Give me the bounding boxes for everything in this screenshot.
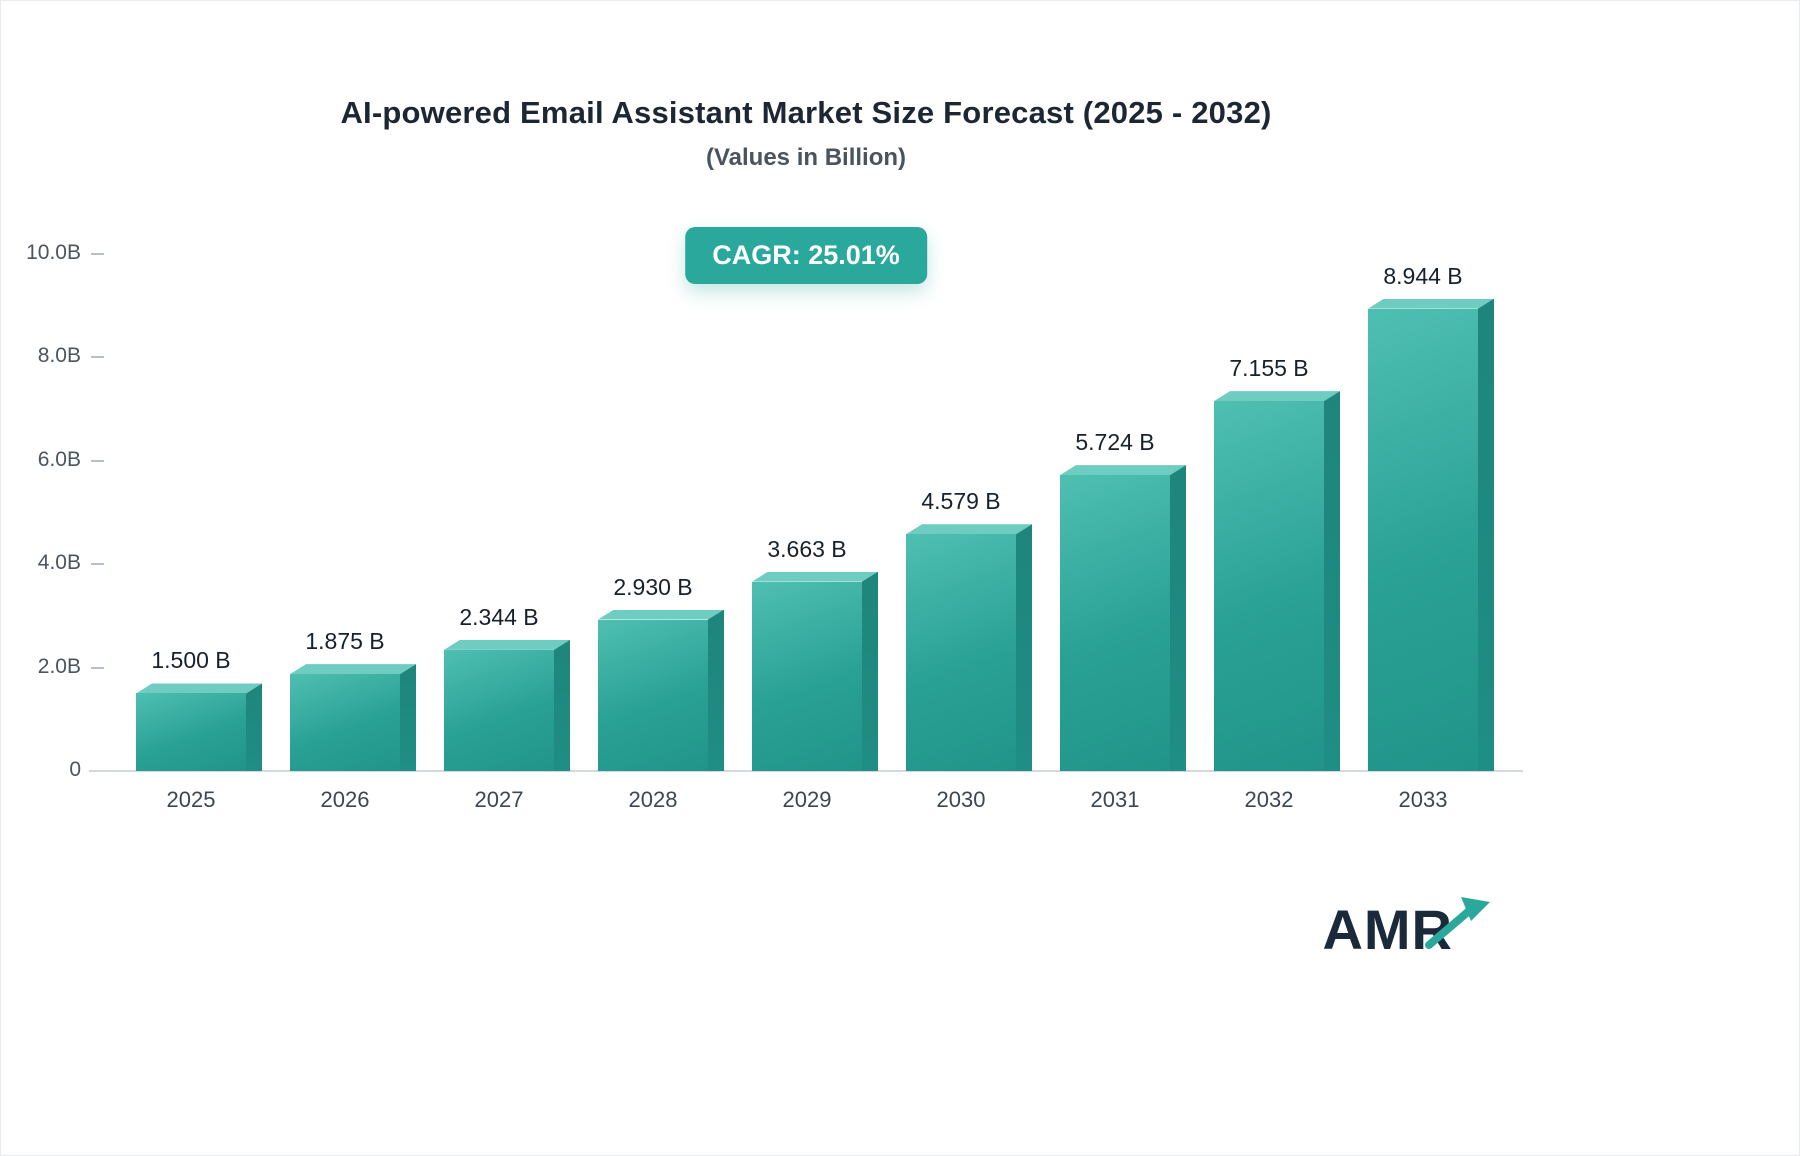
bar-2028: 2.930 B 2028 [598,574,724,812]
chart-header: AI-powered Email Assistant Market Size F… [1,1,1611,172]
bar-side-face [1324,391,1340,771]
bar-front-face [444,649,554,771]
x-axis-label: 2026 [320,787,370,812]
bar-value-label: 1.875 B [305,628,385,655]
bar-side-face [554,639,570,771]
bar-side-face [1170,465,1186,771]
bar-front-face [1060,475,1170,771]
x-axis-label: 2033 [1398,787,1448,812]
amr-logo: AMR [1322,896,1493,962]
bar-top-face [136,683,262,694]
chart-plot: 1.500 B 2025 1.875 B 2026 2.344 B 2027 2.930 B… [114,254,1500,812]
bar-2031: 5.724 B 2031 [1060,429,1186,812]
bar-front-face [906,534,1016,771]
y-axis-tick-label: 0 [69,758,81,781]
y-axis-tick-label: 6.0B [37,447,81,471]
y-axis-tick-label: 10.0B [26,241,81,264]
y-axis-tick-mark [91,253,104,255]
y-axis-tick-label: 4.0B [37,551,81,575]
bar-side-face [708,609,724,771]
y-axis-tick-mark [91,459,104,462]
bar-2026: 1.875 B 2026 [290,628,416,812]
bar-front-face [136,693,246,771]
bar-value-label: 1.500 B [151,647,231,674]
bar-side-face [246,683,262,771]
bar-side-face [1478,298,1494,771]
bar-2025: 1.500 B 2025 [136,647,262,812]
bar-side-face [1016,524,1032,771]
bar-top-face [290,664,416,675]
bar-value-label: 2.344 B [459,603,539,630]
x-axis-label: 2028 [628,787,678,812]
x-axis-label: 2029 [782,787,832,812]
x-axis-label: 2031 [1090,787,1140,812]
chart-title: AI-powered Email Assistant Market Size F… [340,95,1272,130]
y-axis-tick-label: 2.0B [37,654,81,678]
chart-subtitle: (Values in Billion) [705,144,907,171]
x-axis-line [89,770,1523,772]
x-axis-label: 2025 [166,787,216,812]
bar-value-label: 7.155 B [1229,355,1309,382]
x-axis-label: 2027 [474,787,524,812]
y-axis-tick-mark [91,666,104,669]
bar-2027: 2.344 B 2027 [444,604,570,812]
bar-side-face [400,664,416,771]
bar-front-face [290,674,400,771]
bar-2032: 7.155 B 2032 [1214,355,1340,812]
bar-value-label: 2.930 B [613,573,693,600]
bar-top-face [906,524,1032,535]
y-axis-tick-mark [91,563,104,566]
bar-value-label: 3.663 B [767,535,847,562]
y-axis-tick-mark [91,356,104,359]
x-axis-label: 2032 [1244,787,1294,812]
bar-2029: 3.663 B 2029 [752,536,878,812]
bar-top-face [752,571,878,582]
x-axis-label: 2030 [936,787,986,812]
bar-top-face [1368,298,1494,309]
cagr-badge: CAGR: 25.01% [685,227,927,284]
bar-2030: 4.579 B 2030 [906,488,1032,812]
bar-top-face [1214,391,1340,402]
amr-logo-text: AMR [1322,898,1453,961]
bar-front-face [1214,401,1324,771]
y-axis-tick-label: 8.0B [37,344,81,368]
bar-top-face [444,639,570,650]
bar-top-face [1060,465,1186,476]
bar-top-face [598,609,724,620]
growth-arrow-icon [1425,896,1490,949]
bar-value-label: 8.944 B [1383,262,1463,289]
bar-2033: 8.944 B 2033 [1368,263,1494,812]
bar-front-face [752,581,862,771]
bar-value-label: 5.724 B [1075,429,1155,456]
bar-value-label: 4.579 B [921,488,1001,515]
bar-front-face [1368,308,1478,771]
bar-side-face [862,571,878,771]
bar-front-face [598,619,708,771]
